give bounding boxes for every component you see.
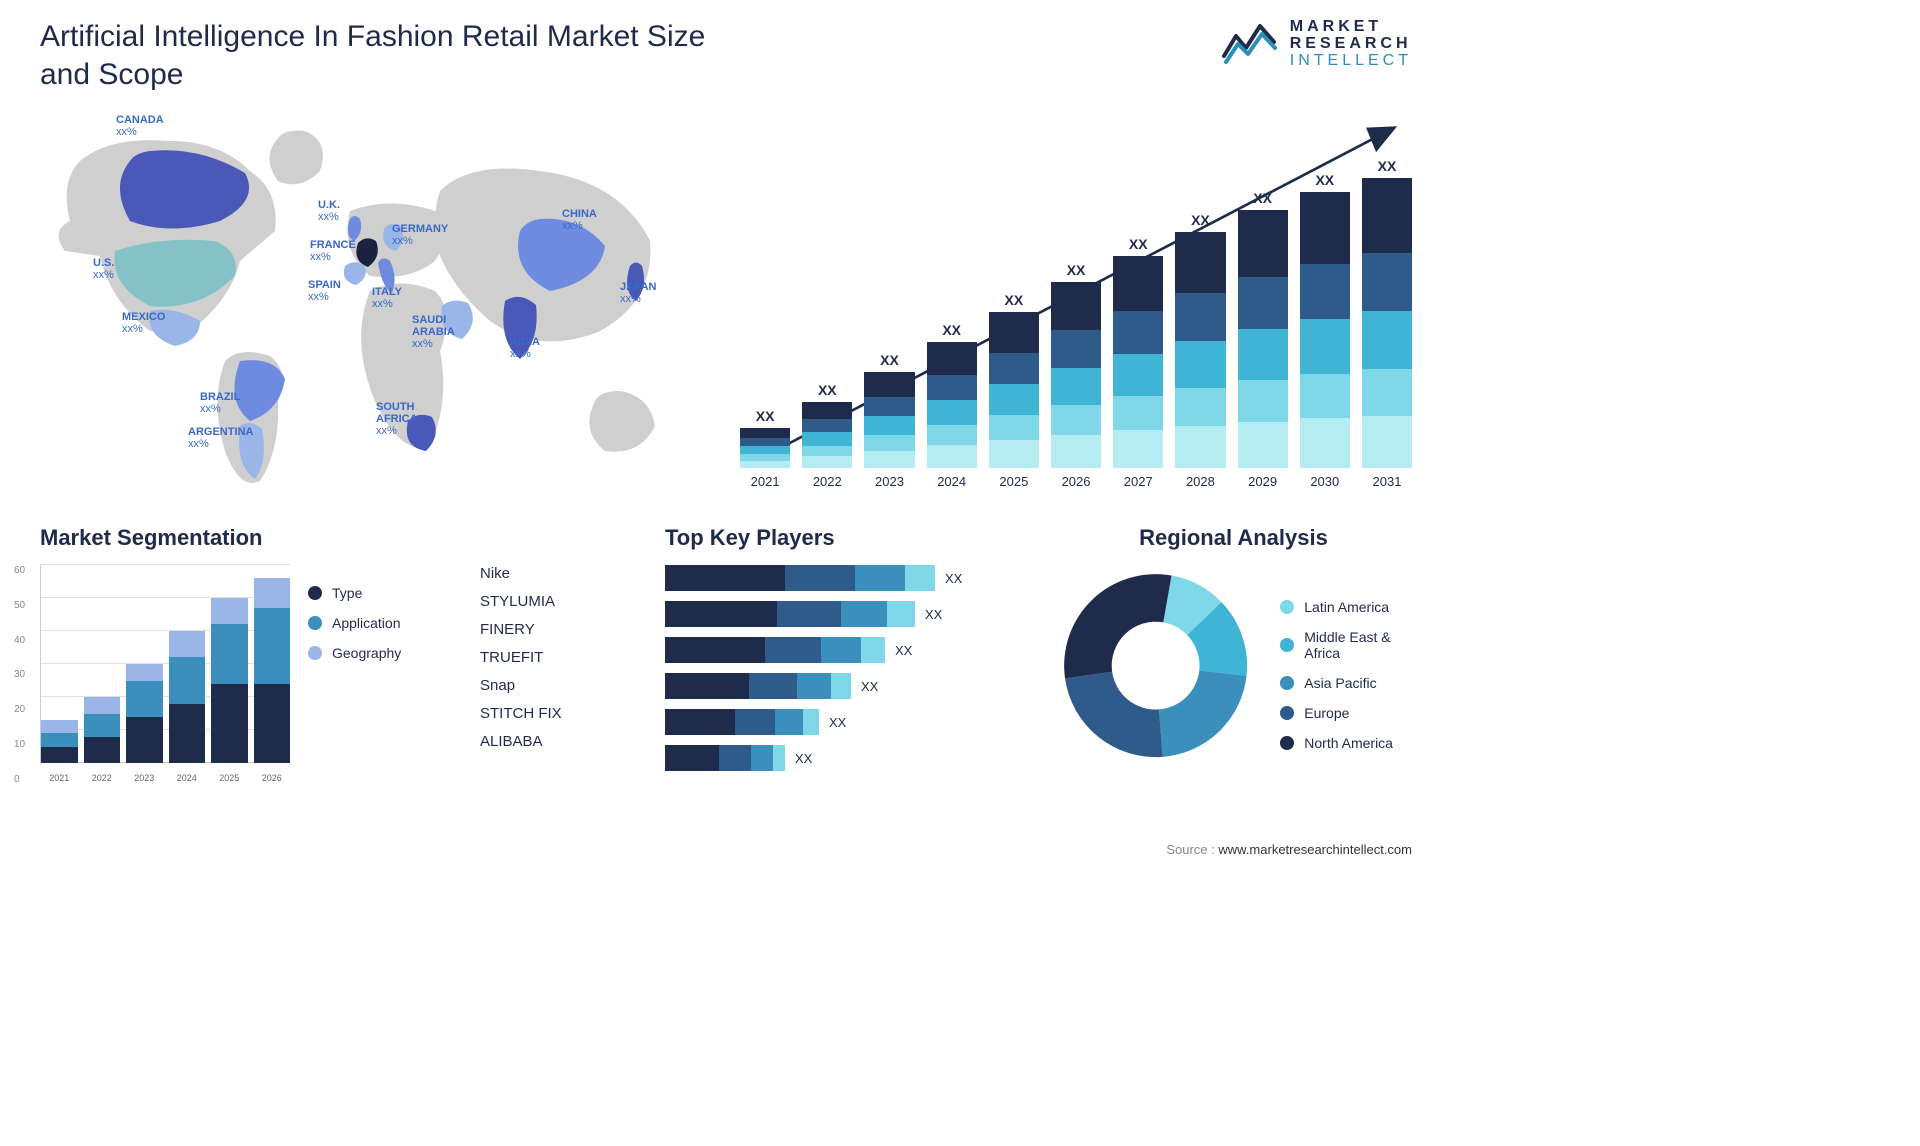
map-label: ARGENTINAxx% bbox=[188, 426, 253, 450]
player-item: Nike bbox=[480, 565, 635, 582]
brand-logo: MARKET RESEARCH INTELLECT bbox=[1222, 18, 1412, 71]
growth-bar: XX2027 bbox=[1113, 236, 1163, 489]
source-attribution: Source : www.marketresearchintellect.com bbox=[1166, 842, 1412, 857]
top-key-players-title: Top Key Players bbox=[665, 525, 1025, 551]
top-key-players-chart: XX XX XX XX XX XX bbox=[665, 565, 1025, 771]
top-player-bar: XX bbox=[665, 601, 1025, 627]
segmentation-bar: 2025 bbox=[211, 598, 248, 763]
segmentation-bar: 2022 bbox=[84, 697, 121, 763]
segmentation-bar: 2024 bbox=[169, 631, 206, 763]
logo-mark-icon bbox=[1222, 18, 1278, 71]
player-item: STYLUMIA bbox=[480, 593, 635, 610]
growth-bar: XX2022 bbox=[802, 382, 852, 489]
player-item: FINERY bbox=[480, 621, 635, 638]
map-label: ITALYxx% bbox=[372, 286, 402, 310]
growth-bar: XX2031 bbox=[1362, 158, 1412, 489]
map-label: CHINAxx% bbox=[562, 208, 597, 232]
logo-text-1: MARKET bbox=[1290, 19, 1412, 36]
map-label: INDIAxx% bbox=[510, 336, 540, 360]
logo-text-2: RESEARCH bbox=[1290, 36, 1412, 53]
legend-item: Type bbox=[308, 585, 401, 601]
top-player-bar: XX bbox=[665, 565, 1025, 591]
map-label: CANADAxx% bbox=[116, 114, 164, 138]
segmentation-title: Market Segmentation bbox=[40, 525, 450, 551]
map-label: MEXICOxx% bbox=[122, 311, 165, 335]
top-player-bar: XX bbox=[665, 673, 1025, 699]
growth-bar: XX2029 bbox=[1238, 190, 1288, 489]
segmentation-chart: 0102030405060 202120222023202420252026 bbox=[40, 565, 290, 785]
legend-item: Geography bbox=[308, 645, 401, 661]
segmentation-bar: 2023 bbox=[126, 664, 163, 763]
legend-item: Middle East & Africa bbox=[1280, 629, 1412, 661]
growth-bar: XX2030 bbox=[1300, 172, 1350, 489]
legend-item: Europe bbox=[1280, 705, 1412, 721]
logo-text-3: INTELLECT bbox=[1290, 53, 1412, 70]
segmentation-bar: 2021 bbox=[41, 720, 78, 763]
page-title: Artificial Intelligence In Fashion Retai… bbox=[40, 18, 740, 93]
top-player-bar: XX bbox=[665, 709, 1025, 735]
map-label: JAPANxx% bbox=[620, 281, 656, 305]
map-label: U.S.xx% bbox=[93, 257, 114, 281]
player-item: TRUEFIT bbox=[480, 649, 635, 666]
map-label: GERMANYxx% bbox=[392, 223, 448, 247]
player-item: STITCH FIX bbox=[480, 705, 635, 722]
regional-donut-chart bbox=[1055, 565, 1256, 785]
growth-bar-chart: XX2021XX2022XX2023XX2024XX2025XX2026XX20… bbox=[720, 109, 1412, 489]
segmentation-bar: 2026 bbox=[254, 578, 291, 763]
top-player-bar: XX bbox=[665, 637, 1025, 663]
map-label: FRANCExx% bbox=[310, 239, 356, 263]
map-label: BRAZILxx% bbox=[200, 391, 240, 415]
segmentation-legend: Type Application Geography bbox=[308, 565, 401, 785]
player-item: Snap bbox=[480, 677, 635, 694]
top-player-bar: XX bbox=[665, 745, 1025, 771]
legend-item: Latin America bbox=[1280, 599, 1412, 615]
growth-bar: XX2025 bbox=[989, 292, 1039, 489]
player-item: ALIBABA bbox=[480, 733, 635, 750]
map-label: SOUTHAFRICAxx% bbox=[376, 401, 418, 437]
map-label: SPAINxx% bbox=[308, 279, 341, 303]
growth-bar: XX2021 bbox=[740, 408, 790, 489]
growth-bar: XX2024 bbox=[927, 322, 977, 489]
legend-item: Asia Pacific bbox=[1280, 675, 1412, 691]
growth-bar: XX2026 bbox=[1051, 262, 1101, 489]
growth-bar: XX2023 bbox=[864, 352, 914, 489]
legend-item: North America bbox=[1280, 735, 1412, 751]
map-label: U.K.xx% bbox=[318, 199, 340, 223]
regional-title: Regional Analysis bbox=[1055, 525, 1412, 551]
world-map: CANADAxx% U.S.xx% MEXICOxx% BRAZILxx% ARGENT… bbox=[40, 101, 680, 501]
players-list: Nike STYLUMIA FINERY TRUEFIT Snap STITCH FIX A… bbox=[480, 565, 635, 750]
legend-item: Application bbox=[308, 615, 401, 631]
map-label: SAUDIARABIAxx% bbox=[412, 314, 455, 350]
growth-bar: XX2028 bbox=[1175, 212, 1225, 489]
regional-legend: Latin America Middle East & Africa Asia Pa… bbox=[1280, 599, 1412, 751]
